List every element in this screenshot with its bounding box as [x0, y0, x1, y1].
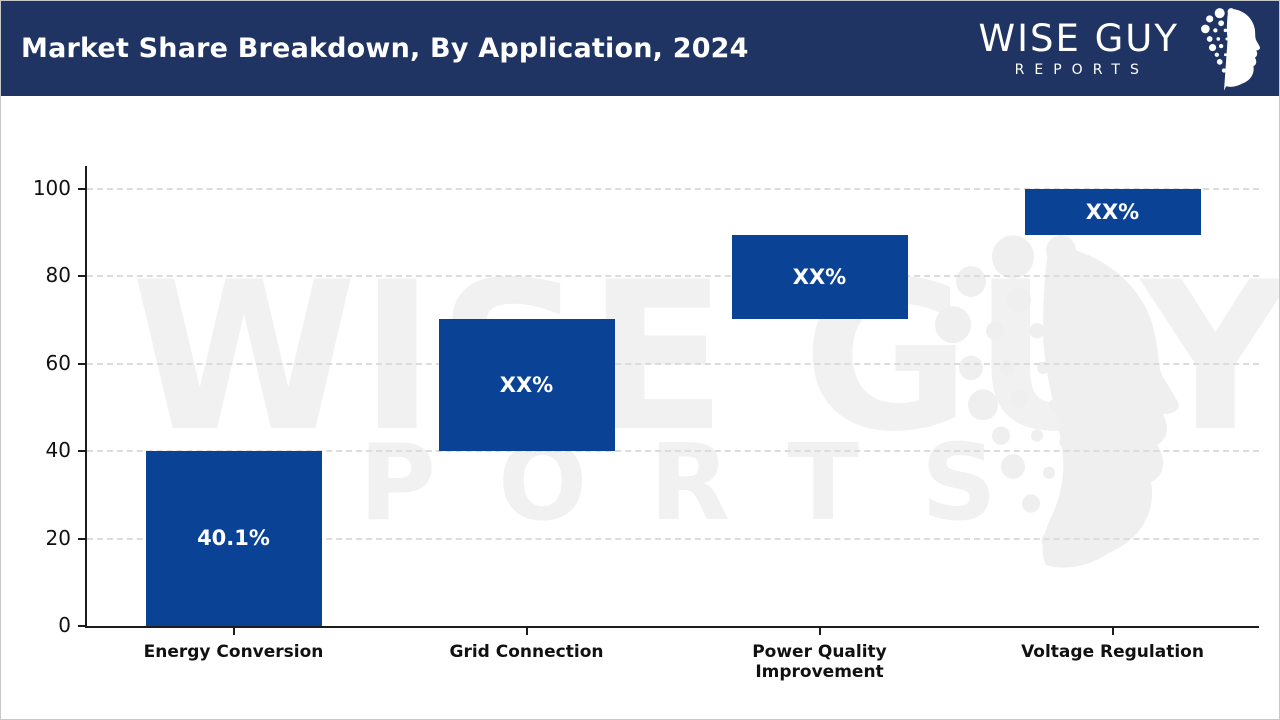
wiseguy-logo: WISE GUY REPORTS: [979, 6, 1267, 92]
x-axis-line: [85, 626, 1259, 628]
y-axis-tick: [78, 187, 87, 190]
y-axis-tick-label: 60: [45, 350, 71, 375]
y-axis-tick-label: 0: [58, 613, 71, 637]
y-axis-tick: [78, 625, 87, 627]
y-axis-tick-label: 100: [32, 175, 71, 200]
x-axis-tick: [525, 626, 528, 635]
waterfall-bar: XX%: [438, 318, 615, 451]
x-axis-category-label: Energy Conversion: [143, 642, 324, 662]
y-axis-tick-label: 40: [45, 438, 71, 462]
bar-value-label: XX%: [1085, 199, 1140, 224]
x-axis-tick: [818, 626, 821, 635]
x-axis-tick: [232, 626, 235, 635]
waterfall-bar: XX%: [1024, 188, 1201, 235]
y-axis-tick-label: 80: [45, 263, 71, 287]
bar-value-label: XX%: [792, 264, 847, 289]
header: Market Share Breakdown, By Application, …: [1, 1, 1279, 96]
bar-value-label: 40.1%: [197, 526, 270, 551]
y-axis-tick-label: 20: [45, 525, 71, 550]
x-axis-category-label: Power Quality Improvement: [752, 642, 887, 683]
logo-text: WISE GUY REPORTS: [979, 20, 1179, 77]
head-profile-icon: [1201, 7, 1260, 91]
waterfall-chart: 0 20 40 60 80 100 40.1% Energy Conversion XX% Gri…: [1, 96, 1279, 719]
y-gridline: [87, 537, 1259, 540]
y-axis-line: [85, 166, 87, 628]
y-axis-tick: [78, 275, 87, 277]
y-gridline: [87, 275, 1259, 277]
waterfall-bar: 40.1%: [145, 450, 322, 626]
logo-subtitle: REPORTS: [1014, 62, 1149, 78]
logo-wordmark: WISE GUY: [978, 17, 1179, 60]
page-title: Market Share Breakdown, By Application, …: [21, 33, 749, 64]
x-axis-category-label: Grid Connection: [449, 642, 604, 662]
waterfall-bar: XX%: [731, 234, 908, 319]
bar-value-label: XX%: [499, 372, 554, 397]
y-gridline: [87, 362, 1259, 365]
y-axis-tick: [78, 537, 87, 540]
y-gridline: [87, 450, 1259, 452]
y-axis-tick: [78, 362, 87, 365]
x-axis-category-label: Voltage Regulation: [1021, 642, 1204, 662]
y-gridline: [87, 187, 1259, 190]
x-axis-tick: [1111, 626, 1114, 635]
y-axis-tick: [78, 450, 87, 452]
